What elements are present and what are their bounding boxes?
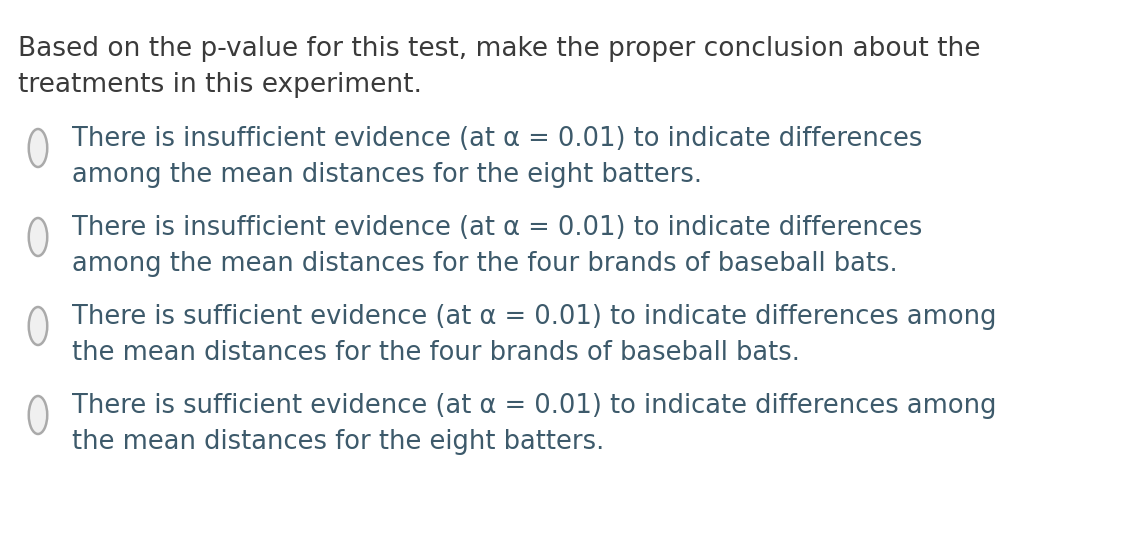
Text: There is sufficient evidence (at α = 0.01) to indicate differences among: There is sufficient evidence (at α = 0.0… bbox=[72, 393, 997, 419]
Text: the mean distances for the eight batters.: the mean distances for the eight batters… bbox=[72, 429, 605, 455]
Text: the mean distances for the four brands of baseball bats.: the mean distances for the four brands o… bbox=[72, 340, 800, 366]
Text: treatments in this experiment.: treatments in this experiment. bbox=[18, 72, 423, 98]
Text: Based on the p-value for this test, make the proper conclusion about the: Based on the p-value for this test, make… bbox=[18, 36, 981, 62]
Ellipse shape bbox=[28, 396, 47, 434]
Text: among the mean distances for the four brands of baseball bats.: among the mean distances for the four br… bbox=[72, 251, 898, 277]
Ellipse shape bbox=[28, 307, 47, 345]
Text: There is sufficient evidence (at α = 0.01) to indicate differences among: There is sufficient evidence (at α = 0.0… bbox=[72, 304, 997, 330]
Ellipse shape bbox=[28, 218, 47, 256]
Text: There is insufficient evidence (at α = 0.01) to indicate differences: There is insufficient evidence (at α = 0… bbox=[72, 126, 923, 152]
Text: There is insufficient evidence (at α = 0.01) to indicate differences: There is insufficient evidence (at α = 0… bbox=[72, 215, 923, 241]
Ellipse shape bbox=[28, 129, 47, 167]
Text: among the mean distances for the eight batters.: among the mean distances for the eight b… bbox=[72, 162, 702, 188]
